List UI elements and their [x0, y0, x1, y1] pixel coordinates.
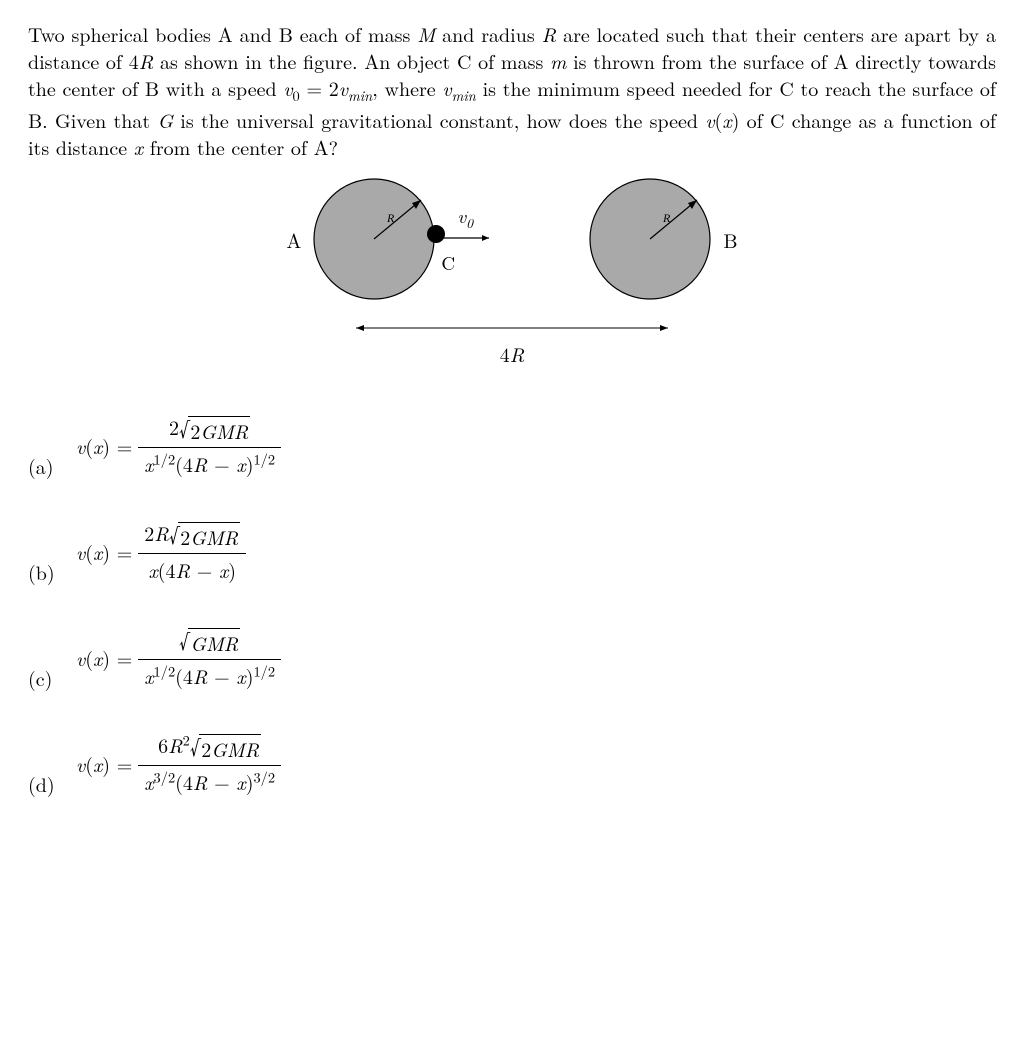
option-c: (c) v(x) = √GMR x1/2(4R − x)1/2: [28, 623, 996, 691]
option-a: (a) v(x) = 2√2GMR x1/2(4R − x)1/2: [28, 411, 996, 479]
label-b: B: [723, 226, 737, 253]
option-d: (d) v(x) = 6R2√2GMR x3/2(4R − x)3/2: [28, 729, 996, 797]
figure: A R v0 C R B: [28, 178, 996, 367]
sphere-a: R v0 C: [313, 178, 435, 300]
option-b: (b) v(x) = 2R√2GMR x(4R − x): [28, 517, 996, 585]
v0-vector: v0: [441, 203, 511, 242]
options-list: (a) v(x) = 2√2GMR x1/2(4R − x)1/2 (b) v(…: [28, 411, 996, 797]
svg-text:R: R: [386, 211, 395, 225]
label-a: A: [286, 226, 301, 253]
problem-statement: Two spherical bodies A and B each of mas…: [28, 20, 996, 160]
sphere-b: R: [589, 178, 711, 300]
svg-text:R: R: [662, 211, 671, 225]
dimension-4r: 4R: [348, 322, 676, 367]
label-c: C: [441, 250, 455, 276]
